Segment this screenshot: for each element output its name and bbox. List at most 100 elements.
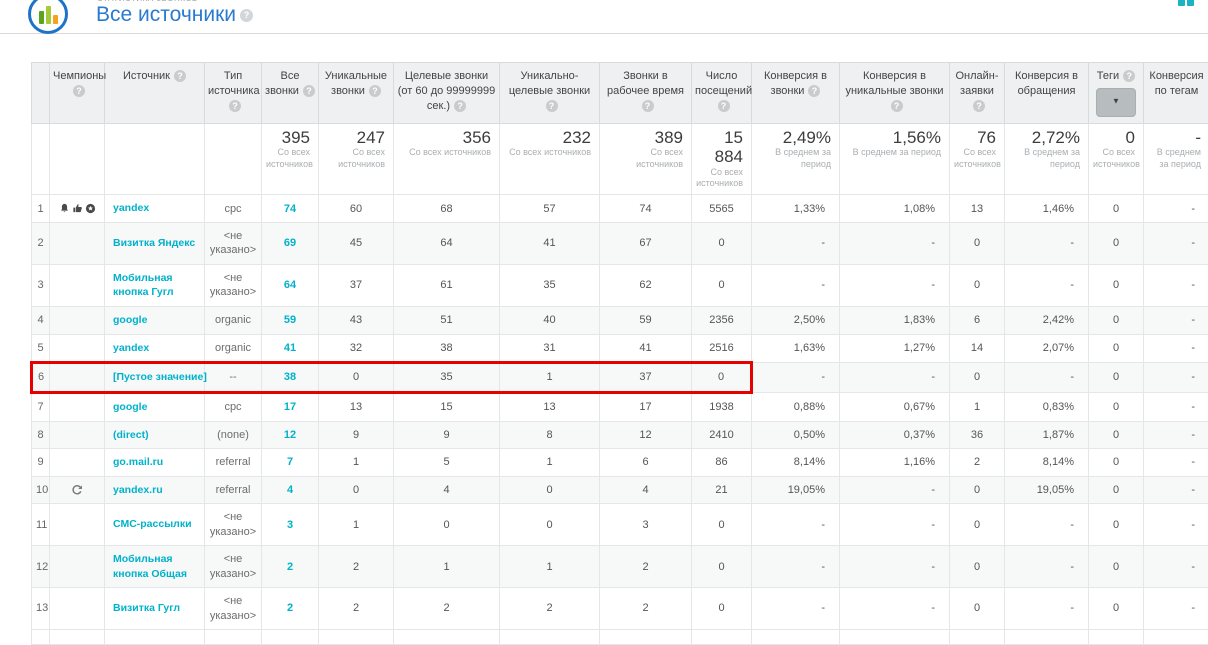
all-calls-link[interactable]: 7: [287, 456, 293, 468]
col-header-all_calls[interactable]: Все звонки?: [262, 63, 319, 124]
all-calls-link[interactable]: 4: [287, 484, 293, 496]
tags-filter-dropdown[interactable]: ▼: [1096, 88, 1136, 117]
source-type-cell: <не указано>: [205, 546, 262, 588]
help-icon[interactable]: ?: [546, 100, 558, 112]
help-icon[interactable]: ?: [73, 85, 85, 97]
source-link[interactable]: yandex.ru: [113, 484, 163, 496]
source-type-cell: <не указано>: [205, 504, 262, 546]
help-icon[interactable]: ?: [369, 85, 381, 97]
help-icon[interactable]: ?: [174, 70, 186, 82]
help-icon[interactable]: ?: [240, 9, 253, 22]
cell-conv_unique_calls: -: [840, 264, 950, 306]
all-calls-link[interactable]: 74: [284, 203, 296, 215]
all-calls-link[interactable]: 69: [284, 237, 296, 249]
col-header-unique_target_calls[interactable]: Уникально-целевые звонки?: [500, 63, 600, 124]
cell-work_time_calls: 2: [600, 546, 692, 588]
all-calls-link[interactable]: 38: [284, 371, 296, 383]
source-link[interactable]: (direct): [113, 429, 149, 441]
cell-online: 0: [950, 264, 1005, 306]
col-header-work_time_calls[interactable]: Звонки в рабочее время?: [600, 63, 692, 124]
col-header-visits[interactable]: Число посещений?: [692, 63, 752, 124]
bell-icon: [59, 203, 70, 214]
col-label: Тип источника: [208, 70, 260, 97]
col-header-conv_requests[interactable]: Конверсия в обращения: [1005, 63, 1089, 124]
cell-conv_unique_calls: -: [840, 504, 950, 546]
partial-cell: [600, 629, 692, 644]
help-icon[interactable]: ?: [642, 100, 654, 112]
cell-unique_target_calls: 57: [500, 195, 600, 223]
col-header-conv_calls[interactable]: Конверсия в звонки?: [752, 63, 840, 124]
col-header-champions[interactable]: Чемпионы?: [50, 63, 105, 124]
help-icon[interactable]: ?: [718, 100, 730, 112]
source-link[interactable]: go.mail.ru: [113, 456, 163, 468]
all-calls-link[interactable]: 2: [287, 561, 293, 573]
help-icon[interactable]: ?: [808, 85, 820, 97]
source-link[interactable]: yandex: [113, 342, 149, 354]
source-type-cell: <не указано>: [205, 223, 262, 265]
col-header-conv_tags[interactable]: Конверсия по тегам: [1144, 63, 1208, 124]
col-header-tags[interactable]: Теги?▼: [1089, 63, 1144, 124]
source-cell: (direct): [105, 421, 205, 449]
all-calls-link[interactable]: 17: [284, 401, 296, 413]
cell-all_calls: 69: [262, 223, 319, 265]
help-icon[interactable]: ?: [891, 100, 903, 112]
source-link[interactable]: Мобильная кнопка Гугл: [113, 272, 174, 299]
partial-cell: [32, 629, 50, 644]
partial-cell: [840, 629, 950, 644]
col-header-online[interactable]: Онлайн-заявки?: [950, 63, 1005, 124]
cell-conv_tags: -: [1144, 264, 1208, 306]
source-link[interactable]: google: [113, 314, 147, 326]
all-calls-link[interactable]: 64: [284, 279, 296, 291]
help-icon[interactable]: ?: [303, 85, 315, 97]
source-link[interactable]: Визитка Яндекс: [113, 237, 195, 249]
partial-cell: [50, 629, 105, 644]
source-link[interactable]: google: [113, 401, 147, 413]
help-icon[interactable]: ?: [454, 100, 466, 112]
col-header-target_calls[interactable]: Целевые звонки (от 60 до 99999999 сек.)?: [394, 63, 500, 124]
col-header-unique_calls[interactable]: Уникальные звонки?: [319, 63, 394, 124]
col-header-type[interactable]: Тип источника?: [205, 63, 262, 124]
cell-tags: 0: [1089, 264, 1144, 306]
source-cell: yandex: [105, 195, 205, 223]
cell-target_calls: 2: [394, 588, 500, 630]
source-type-cell: organic: [205, 334, 262, 363]
all-calls-link[interactable]: 59: [284, 314, 296, 326]
all-calls-link[interactable]: 2: [287, 602, 293, 614]
cell-conv_unique_calls: -: [840, 223, 950, 265]
help-icon[interactable]: ?: [973, 100, 985, 112]
top-right-widget-icon[interactable]: [1178, 0, 1194, 6]
summary-caption: Со всех источников: [1093, 147, 1135, 170]
all-calls-link[interactable]: 41: [284, 342, 296, 354]
table-head-row: Чемпионы?Источник?Тип источника?Все звон…: [32, 63, 1208, 124]
source-link[interactable]: Мобильная кнопка Общая: [113, 553, 187, 580]
source-link[interactable]: СМС-рассылки: [113, 518, 192, 530]
source-link[interactable]: [Пустое значение]: [113, 371, 207, 383]
help-icon[interactable]: ?: [1123, 70, 1135, 82]
source-type-cell: <не указано>: [205, 264, 262, 306]
partial-cell: [1005, 629, 1089, 644]
all-calls-link[interactable]: 12: [284, 429, 296, 441]
col-label: Все звонки: [265, 70, 299, 97]
champions-cell: [50, 264, 105, 306]
cell-conv_calls: 2,50%: [752, 306, 840, 334]
cell-online: 0: [950, 476, 1005, 504]
cell-target_calls: 68: [394, 195, 500, 223]
summary-cell-conv_requests: 2,72%В среднем за период: [1005, 123, 1089, 195]
cell-conv_calls: 19,05%: [752, 476, 840, 504]
help-icon[interactable]: ?: [229, 100, 241, 112]
col-header-source[interactable]: Источник?: [105, 63, 205, 124]
source-link[interactable]: yandex: [113, 202, 149, 214]
cell-tags: 0: [1089, 476, 1144, 504]
source-link[interactable]: Визитка Гугл: [113, 602, 180, 614]
cell-tags: 0: [1089, 195, 1144, 223]
all-calls-link[interactable]: 3: [287, 519, 293, 531]
cell-conv_tags: -: [1144, 223, 1208, 265]
cell-online: 0: [950, 223, 1005, 265]
col-header-num[interactable]: [32, 63, 50, 124]
col-header-conv_unique_calls[interactable]: Конверсия в уникальные звонки?: [840, 63, 950, 124]
row-number: 10: [32, 476, 50, 504]
